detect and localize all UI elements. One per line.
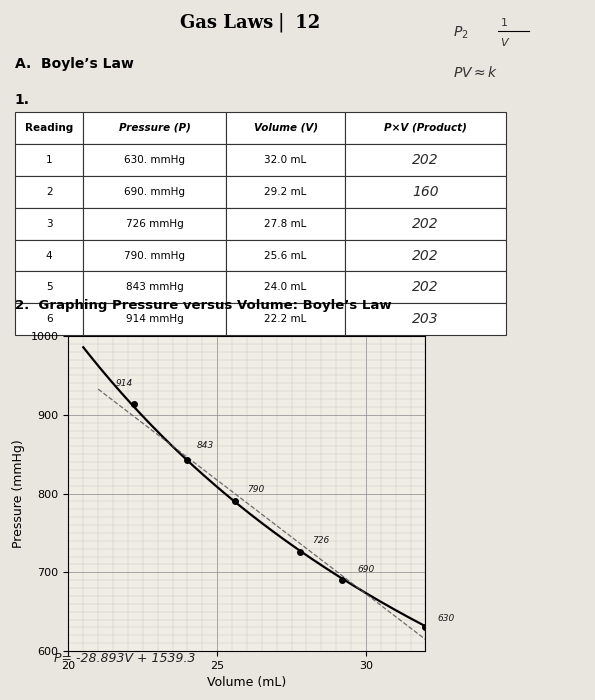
Bar <box>15 144 83 176</box>
Text: V: V <box>500 38 508 48</box>
Text: 202: 202 <box>412 281 439 295</box>
Text: 690. mmHg: 690. mmHg <box>124 187 185 197</box>
Bar <box>83 144 226 176</box>
Bar <box>15 272 83 303</box>
Bar <box>226 239 345 272</box>
Text: 843: 843 <box>196 441 214 450</box>
Text: 630: 630 <box>437 614 455 623</box>
Bar <box>83 239 226 272</box>
Bar <box>345 272 506 303</box>
Bar <box>15 176 83 208</box>
Text: Pressure (P): Pressure (P) <box>119 122 190 133</box>
Bar <box>345 144 506 176</box>
Bar <box>345 208 506 239</box>
Text: 202: 202 <box>412 153 439 167</box>
Text: P= -28.893V + 1539.3: P= -28.893V + 1539.3 <box>54 652 195 664</box>
Bar <box>345 303 506 335</box>
Text: 726 mmHg: 726 mmHg <box>126 218 184 229</box>
Bar <box>83 176 226 208</box>
Point <box>129 398 139 409</box>
Text: Reading: Reading <box>25 122 73 133</box>
X-axis label: Volume (mL): Volume (mL) <box>207 676 287 690</box>
Text: 202: 202 <box>412 248 439 262</box>
Text: |: | <box>277 13 284 32</box>
Bar <box>15 208 83 239</box>
Text: $P_2$: $P_2$ <box>453 25 469 41</box>
Text: 790. mmHg: 790. mmHg <box>124 251 185 260</box>
Text: 32.0 mL: 32.0 mL <box>264 155 307 164</box>
Bar <box>15 239 83 272</box>
Text: 202: 202 <box>412 216 439 230</box>
Bar <box>345 176 506 208</box>
Text: 27.8 mL: 27.8 mL <box>264 218 307 229</box>
Text: 630. mmHg: 630. mmHg <box>124 155 185 164</box>
Point <box>421 622 430 633</box>
Text: 203: 203 <box>412 312 439 326</box>
Bar <box>83 303 226 335</box>
Text: 726: 726 <box>312 536 330 545</box>
Text: 3: 3 <box>46 218 52 229</box>
Bar <box>226 112 345 144</box>
Text: 5: 5 <box>46 283 52 293</box>
Bar <box>226 272 345 303</box>
Bar <box>15 112 83 144</box>
Bar <box>226 208 345 239</box>
Point <box>296 546 305 557</box>
Text: A.  Boyle’s Law: A. Boyle’s Law <box>15 57 134 71</box>
Bar <box>83 208 226 239</box>
Text: 914: 914 <box>116 379 133 388</box>
Bar <box>83 272 226 303</box>
Text: 1: 1 <box>46 155 52 164</box>
Text: P×V (Product): P×V (Product) <box>384 122 467 133</box>
Text: 1: 1 <box>500 18 508 28</box>
Point <box>337 575 347 586</box>
Text: 914 mmHg: 914 mmHg <box>126 314 184 324</box>
Text: 790: 790 <box>247 484 264 494</box>
Point <box>183 454 192 466</box>
Bar <box>226 144 345 176</box>
Bar <box>226 176 345 208</box>
Text: 22.2 mL: 22.2 mL <box>264 314 307 324</box>
Text: 4: 4 <box>46 251 52 260</box>
Text: 6: 6 <box>46 314 52 324</box>
Bar <box>83 112 226 144</box>
Text: 160: 160 <box>412 185 439 199</box>
Bar <box>345 239 506 272</box>
Text: 29.2 mL: 29.2 mL <box>264 187 307 197</box>
Text: 12: 12 <box>289 14 320 32</box>
Text: 843 mmHg: 843 mmHg <box>126 283 184 293</box>
Point <box>230 496 240 507</box>
Text: Volume (V): Volume (V) <box>253 122 318 133</box>
Y-axis label: Pressure (mmHg): Pressure (mmHg) <box>12 439 25 548</box>
Text: 24.0 mL: 24.0 mL <box>264 283 307 293</box>
Text: 2.  Graphing Pressure versus Volume: Boyle’s Law: 2. Graphing Pressure versus Volume: Boyl… <box>15 300 392 312</box>
Text: 2: 2 <box>46 187 52 197</box>
Text: $PV \approx k$: $PV \approx k$ <box>453 65 499 80</box>
Bar <box>15 303 83 335</box>
Bar <box>226 303 345 335</box>
Text: 690: 690 <box>357 565 374 574</box>
Text: 1.: 1. <box>15 92 30 106</box>
Text: 25.6 mL: 25.6 mL <box>264 251 307 260</box>
Text: Gas Laws: Gas Laws <box>180 14 274 32</box>
Bar <box>345 112 506 144</box>
